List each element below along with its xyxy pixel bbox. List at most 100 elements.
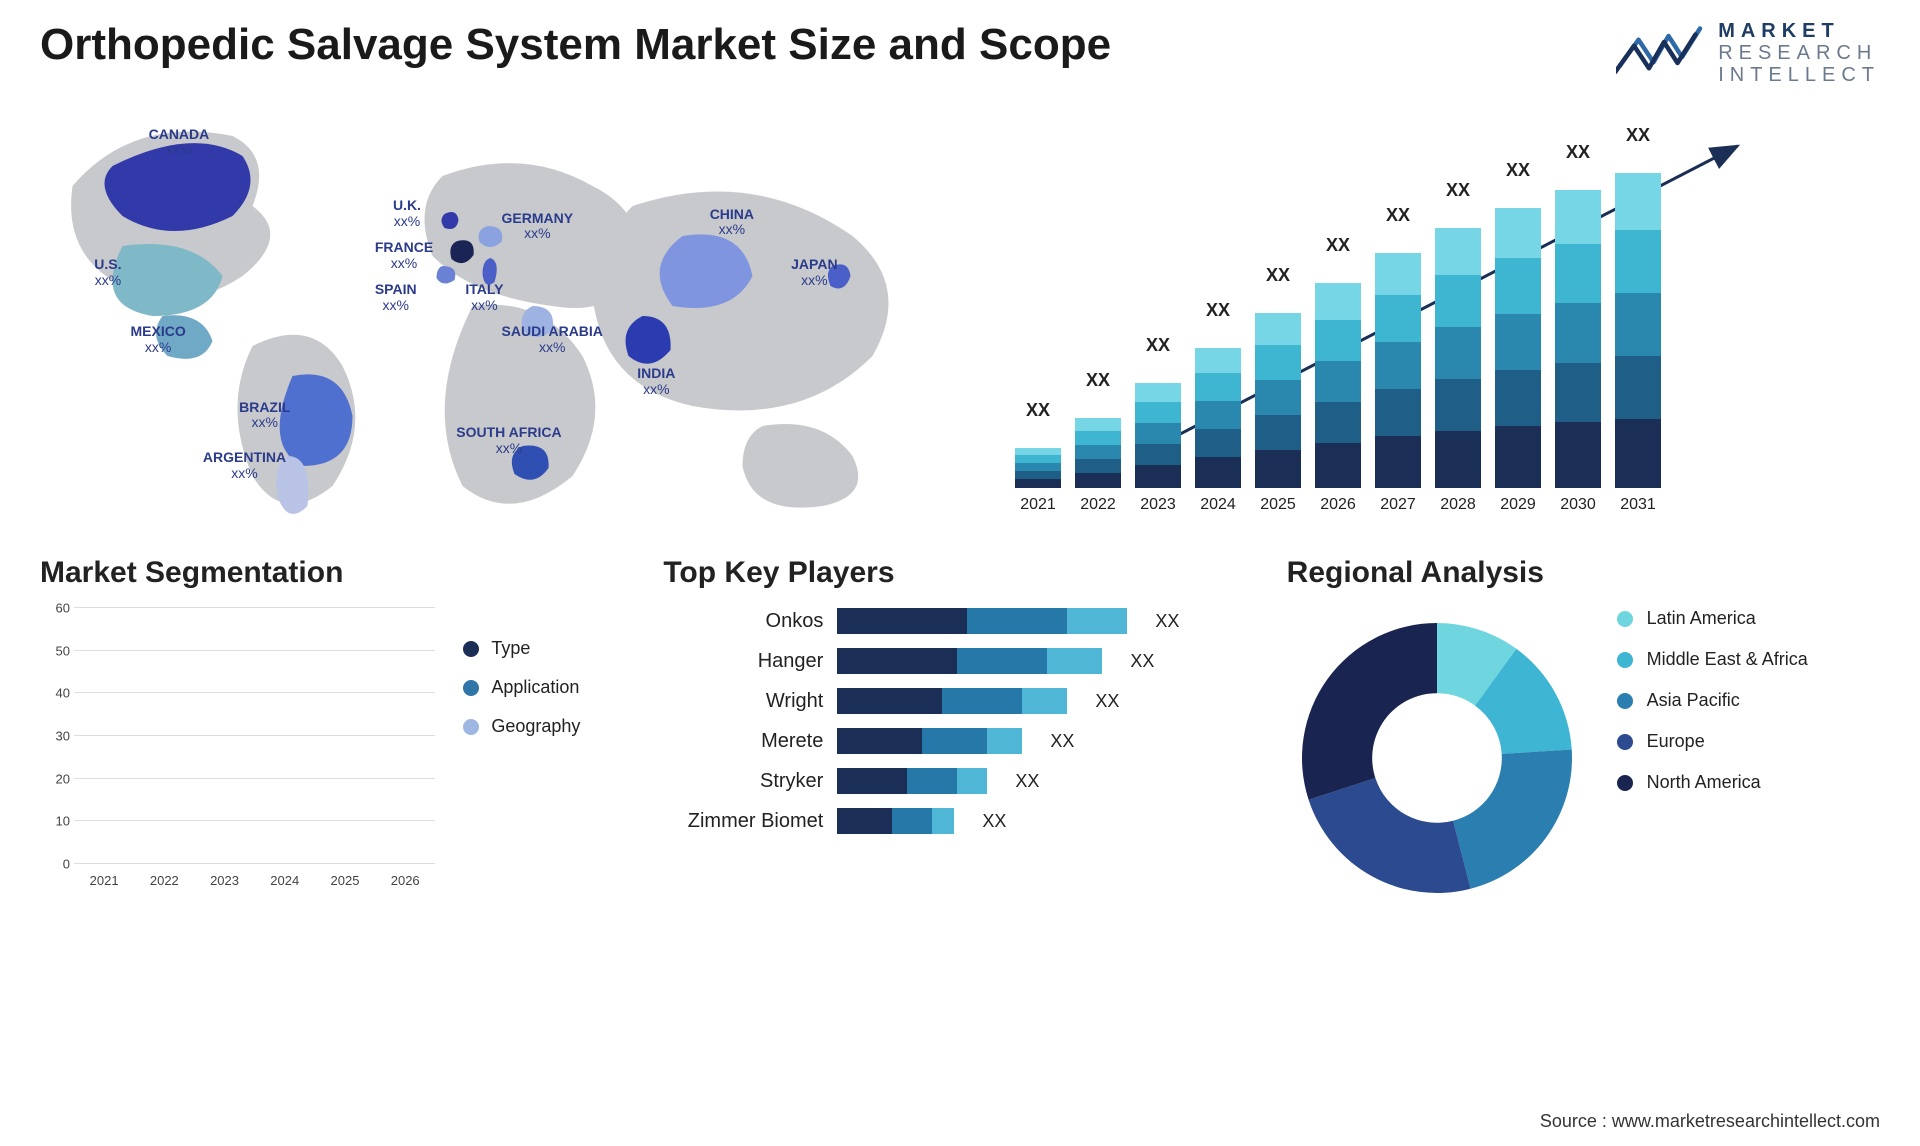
map-label-brazil: BRAZILxx% [239,400,290,431]
segmentation-title: Market Segmentation [40,556,633,590]
growth-bar-year: 2023 [1140,496,1176,514]
logo-line-3: INTELLECT [1718,64,1880,86]
legend-label: Type [491,638,530,659]
seg-xlabel: 2022 [150,873,179,888]
growth-bar-value: XX [1266,265,1290,286]
seg-ytick: 0 [63,857,70,872]
key-players-panel: Top Key Players OnkosXXHangerXXWrightXXM… [663,556,1256,908]
map-label-india: INDIAxx% [637,366,675,397]
seg-ytick: 20 [56,771,70,786]
seg-xlabel: 2025 [331,873,360,888]
regional-legend-item: Latin America [1617,608,1808,629]
growth-bar [1315,283,1361,488]
world-map-panel: CANADAxx%U.S.xx%MEXICOxx%BRAZILxx%ARGENT… [40,106,945,526]
map-label-saudi: SAUDI ARABIAxx% [502,324,603,355]
growth-bar-value: XX [1206,300,1230,321]
growth-bar [1135,383,1181,488]
growth-bar-chart: XX2021XX2022XX2023XX2024XX2025XX2026XX20… [975,106,1880,526]
page-title: Orthopedic Salvage System Market Size an… [40,20,1111,70]
segmentation-panel: Market Segmentation 0102030405060 202120… [40,556,633,908]
growth-bar-year: 2025 [1260,496,1296,514]
key-player-name: Wright [663,690,823,713]
key-player-bar [837,688,1067,714]
regional-legend-item: Asia Pacific [1617,690,1808,711]
key-player-row: Zimmer BiometXX [663,808,1256,834]
seg-ytick: 60 [56,601,70,616]
map-label-canada: CANADAxx% [149,127,210,158]
key-player-row: Onkos XX [663,608,1256,634]
legend-label: Europe [1647,731,1705,752]
key-player-value: XX [1050,731,1074,752]
legend-swatch-icon [463,641,479,657]
growth-bar-year: 2030 [1560,496,1596,514]
growth-bar-year: 2024 [1200,496,1236,514]
growth-bar [1255,313,1301,488]
legend-swatch-icon [463,680,479,696]
seg-xlabel: 2021 [90,873,119,888]
growth-bar-year: 2028 [1440,496,1476,514]
map-label-uk: U.K.xx% [393,198,421,229]
legend-label: Asia Pacific [1647,690,1740,711]
key-player-name: Onkos [663,610,823,633]
regional-legend-item: North America [1617,772,1808,793]
key-player-row: Merete XX [663,728,1256,754]
donut-slice [1302,623,1437,800]
growth-bar-value: XX [1026,400,1050,421]
legend-label: Geography [491,716,580,737]
growth-bar-value: XX [1446,180,1470,201]
key-player-row: Stryker XX [663,768,1256,794]
legend-label: Latin America [1647,608,1756,629]
legend-swatch-icon [1617,693,1633,709]
key-player-value: XX [1155,611,1179,632]
legend-swatch-icon [1617,611,1633,627]
map-label-south_africa: SOUTH AFRICAxx% [456,425,561,456]
logo-mark-icon [1616,21,1706,86]
growth-bar-year: 2021 [1020,496,1056,514]
key-player-name: Merete [663,730,823,753]
growth-bar [1075,418,1121,488]
key-player-name: Stryker [663,770,823,793]
map-label-japan: JAPANxx% [791,257,837,288]
regional-panel: Regional Analysis Latin America Middle Ea… [1287,556,1880,908]
legend-swatch-icon [1617,652,1633,668]
growth-bar [1615,173,1661,488]
logo-line-2: RESEARCH [1718,42,1880,64]
growth-bar [1195,348,1241,488]
regional-title: Regional Analysis [1287,556,1880,590]
map-label-mexico: MEXICOxx% [131,324,186,355]
key-player-value: XX [1130,651,1154,672]
growth-bar-year: 2022 [1080,496,1116,514]
key-player-bar [837,728,1022,754]
key-player-name: Zimmer Biomet [663,810,823,833]
key-player-bar [837,648,1102,674]
seg-legend-item: Type [463,638,633,659]
key-player-bar [837,768,987,794]
growth-bar [1495,208,1541,488]
key-player-bar [837,808,954,834]
key-player-bar [837,608,1127,634]
legend-label: North America [1647,772,1761,793]
seg-ytick: 40 [56,686,70,701]
growth-bar-value: XX [1566,142,1590,163]
key-player-value: XX [1015,771,1039,792]
growth-bar [1435,228,1481,488]
growth-bar-year: 2029 [1500,496,1536,514]
seg-ytick: 50 [56,643,70,658]
growth-bar [1555,190,1601,488]
segmentation-chart: 0102030405060 202120222023202420252026 [40,608,435,888]
map-label-china: CHINAxx% [710,207,754,238]
logo-line-1: MARKET [1718,20,1880,42]
seg-legend-item: Application [463,677,633,698]
growth-bar-value: XX [1086,370,1110,391]
map-label-france: FRANCExx% [375,240,433,271]
key-players-chart: OnkosXXHangerXXWrightXXMereteXXStrykerXX… [663,608,1256,888]
seg-xlabel: 2023 [210,873,239,888]
regional-legend-item: Europe [1617,731,1808,752]
regional-legend-item: Middle East & Africa [1617,649,1808,670]
regional-donut-chart [1287,608,1587,908]
legend-swatch-icon [1617,775,1633,791]
map-label-germany: GERMANYxx% [502,211,574,242]
map-label-us: U.S.xx% [94,257,121,288]
seg-ytick: 10 [56,814,70,829]
key-player-name: Hanger [663,650,823,673]
